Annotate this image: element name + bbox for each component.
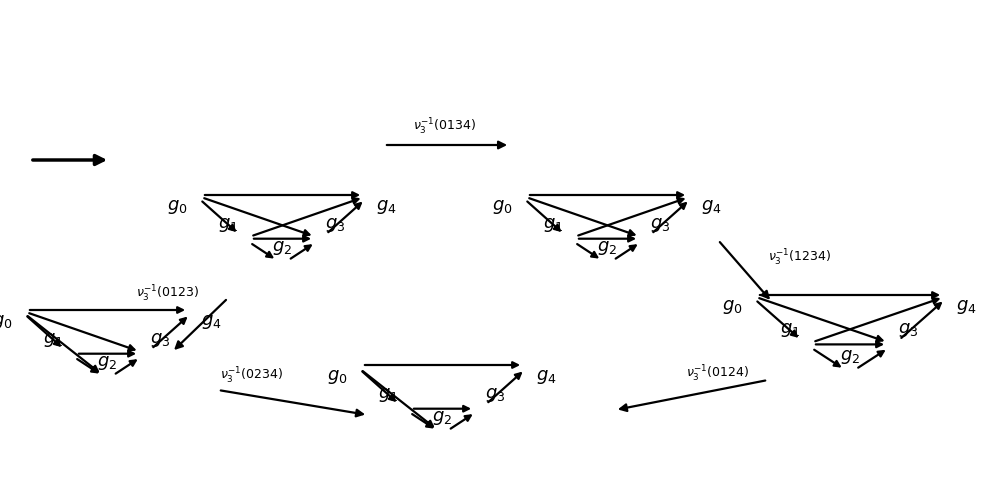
Text: $g_1$: $g_1$ [43, 331, 64, 349]
Text: $g_0$: $g_0$ [722, 298, 743, 316]
Text: $g_0$: $g_0$ [327, 368, 347, 386]
Text: $g_2$: $g_2$ [840, 348, 860, 366]
Text: $g_3$: $g_3$ [485, 386, 505, 404]
Text: $g_1$: $g_1$ [543, 216, 564, 234]
Text: $g_0$: $g_0$ [492, 198, 512, 216]
Text: $g_0$: $g_0$ [0, 313, 12, 331]
Text: $g_1$: $g_1$ [378, 386, 399, 404]
Text: $g_2$: $g_2$ [432, 409, 452, 427]
Text: $g_4$: $g_4$ [201, 313, 222, 331]
Text: $g_3$: $g_3$ [898, 321, 918, 340]
Text: $g_4$: $g_4$ [701, 198, 722, 216]
Text: $g_1$: $g_1$ [780, 321, 800, 340]
Text: $\nu_3^{-1}(0123)$: $\nu_3^{-1}(0123)$ [136, 284, 200, 304]
Text: $g_3$: $g_3$ [325, 216, 345, 234]
Text: $\nu_3^{-1}(0234)$: $\nu_3^{-1}(0234)$ [221, 366, 283, 386]
Text: $g_2$: $g_2$ [597, 239, 617, 257]
Text: $g_2$: $g_2$ [272, 239, 292, 257]
Text: $g_4$: $g_4$ [955, 298, 976, 316]
Text: $g_4$: $g_4$ [536, 368, 557, 386]
Text: $\nu_3^{-1}(0134)$: $\nu_3^{-1}(0134)$ [414, 117, 477, 137]
Text: $g_1$: $g_1$ [218, 216, 239, 234]
Text: $g_3$: $g_3$ [650, 216, 670, 234]
Text: $g_3$: $g_3$ [150, 331, 170, 349]
Text: $\nu_3^{-1}(1234)$: $\nu_3^{-1}(1234)$ [768, 248, 831, 268]
Text: $g_4$: $g_4$ [376, 198, 397, 216]
Text: $g_0$: $g_0$ [167, 198, 187, 216]
Text: $\nu_3^{-1}(0124)$: $\nu_3^{-1}(0124)$ [686, 364, 749, 384]
Text: $g_2$: $g_2$ [97, 354, 117, 372]
